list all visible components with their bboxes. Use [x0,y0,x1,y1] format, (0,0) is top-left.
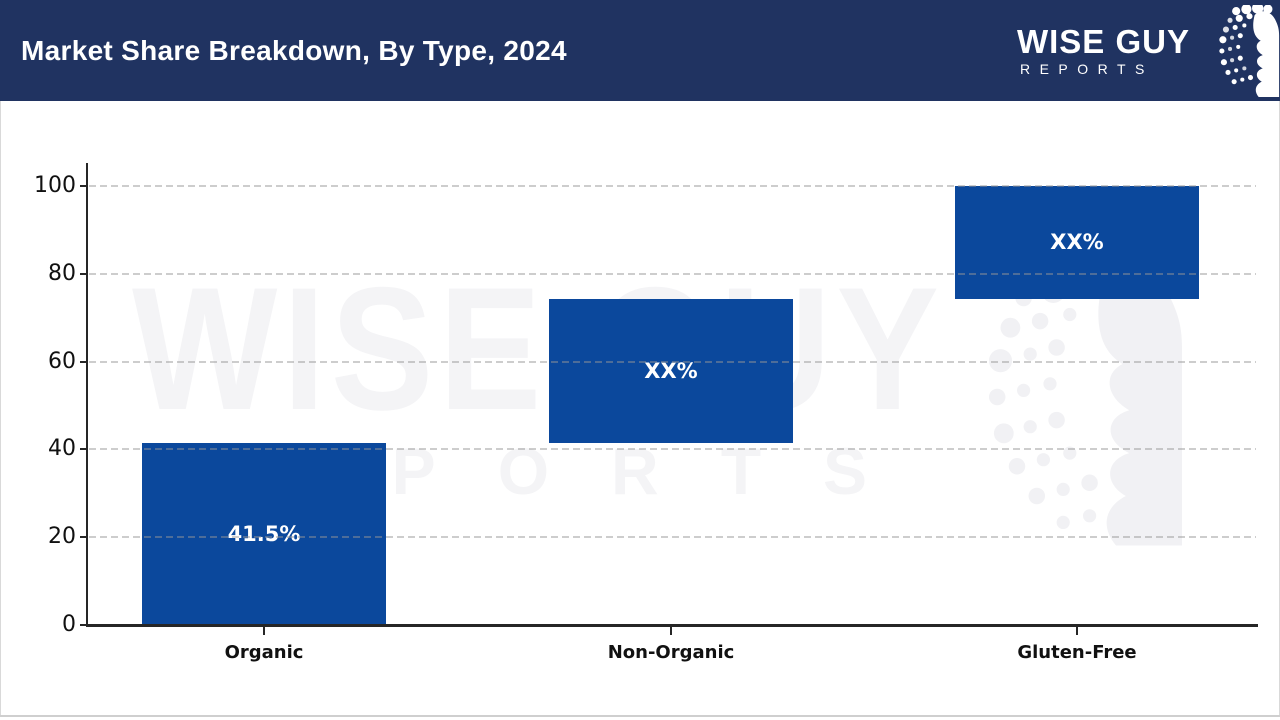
y-tick-mark-40 [80,448,88,451]
bar-value-label: XX% [1050,230,1104,255]
gridline-80 [89,272,1256,275]
y-axis-spine [86,163,88,626]
x-category-label: Gluten-Free [1017,642,1137,663]
x-tick-mark-2 [1076,627,1078,635]
plot-area: 0 20 40 60 80 100 41.5% Organic XX% Non-Organic XX… [0,101,1280,720]
y-tick-label-80: 80 [48,260,76,286]
x-tick-mark-0 [263,627,265,635]
y-tick-mark-60 [80,360,88,363]
gridline-20 [89,536,1256,539]
gridline-60 [89,360,1256,363]
logo-face-icon [1219,4,1280,97]
y-tick-label-60: 60 [48,348,76,374]
x-category-label: Organic [224,642,304,663]
page-bottom-rule [0,715,1280,717]
x-axis-spine [86,624,1258,627]
bar-non-organic: XX% [549,298,793,443]
logo-text: WISE GUY REPORTS [1017,25,1190,76]
gridline-100 [89,185,1256,187]
y-tick-mark-20 [80,536,88,539]
bar-value-label: XX% [644,358,698,383]
y-tick-label-40: 40 [48,436,76,462]
y-tick-label-0: 0 [62,612,76,637]
logo-wiseguy-label: WISE GUY [1016,23,1190,60]
y-tick-label-20: 20 [48,524,76,550]
watermark-wiseguy-text: WISE GUY [132,252,945,447]
y-tick-mark-0 [80,624,88,626]
bar-gluten-free: XX% [955,186,1199,299]
x-tick-mark-1 [670,627,672,635]
bar-value-label: 41.5% [227,521,301,546]
header-bar: Market Share Breakdown, By Type, 2024 WI… [0,0,1280,101]
page-title: Market Share Breakdown, By Type, 2024 [21,34,567,66]
y-tick-label-100: 100 [34,173,76,198]
gridline-40 [89,448,1256,451]
logo-reports-label: REPORTS [1019,61,1154,77]
x-category-label: Non-Organic [607,642,735,663]
y-tick-mark-80 [80,272,88,275]
wise-guy-reports-logo: WISE GUY REPORTS [1017,0,1280,101]
y-tick-mark-100 [80,185,88,187]
bar-organic: 41.5% [142,442,386,625]
page-left-rule [0,101,1,717]
